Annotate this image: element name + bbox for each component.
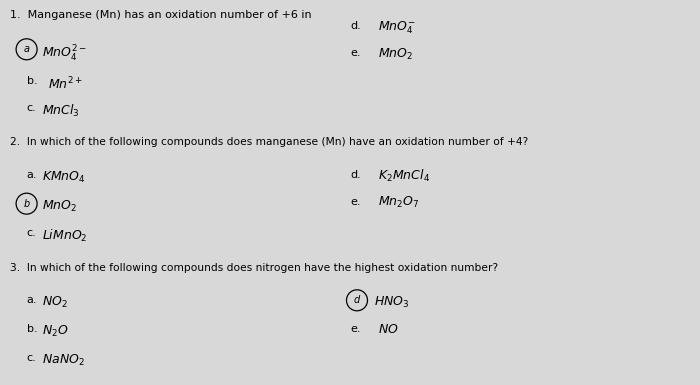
Text: 1.  Manganese (Mn) has an oxidation number of +6 in: 1. Manganese (Mn) has an oxidation numbe…	[10, 10, 312, 20]
Text: e.: e.	[350, 197, 360, 207]
Text: $\mathit{NaNO}_2$: $\mathit{NaNO}_2$	[42, 353, 85, 368]
Text: $\mathit{MnO}_2$: $\mathit{MnO}_2$	[42, 199, 77, 214]
Text: $\mathit{KMnO}_4$: $\mathit{KMnO}_4$	[42, 170, 85, 185]
Text: b.: b.	[27, 76, 37, 86]
Text: $\mathit{MnO}_4^{-}$: $\mathit{MnO}_4^{-}$	[378, 19, 416, 36]
Text: 3.  In which of the following compounds does nitrogen have the highest oxidation: 3. In which of the following compounds d…	[10, 263, 498, 273]
Text: $\mathit{Mn}_2\mathit{O}_7$: $\mathit{Mn}_2\mathit{O}_7$	[378, 195, 419, 210]
Text: e.: e.	[350, 48, 360, 58]
Text: $\mathit{MnO}_4^{2-}$: $\mathit{MnO}_4^{2-}$	[42, 44, 87, 64]
Text: $\mathit{NO}$: $\mathit{NO}$	[378, 323, 399, 336]
Text: $\mathit{LiMnO}_2$: $\mathit{LiMnO}_2$	[42, 228, 88, 244]
Text: c.: c.	[27, 353, 36, 363]
Text: c.: c.	[27, 228, 36, 238]
Text: b: b	[24, 199, 29, 209]
Text: b.: b.	[27, 324, 37, 334]
Text: $\mathit{K}_2\mathit{MnCl}_4$: $\mathit{K}_2\mathit{MnCl}_4$	[378, 168, 430, 184]
Text: e.: e.	[350, 324, 360, 334]
Text: d: d	[354, 295, 360, 305]
Text: a.: a.	[27, 295, 37, 305]
Text: a.: a.	[27, 170, 37, 180]
Text: $\mathit{N}_2\mathit{O}$: $\mathit{N}_2\mathit{O}$	[42, 324, 69, 339]
Text: 2.  In which of the following compounds does manganese (Mn) have an oxidation nu: 2. In which of the following compounds d…	[10, 137, 528, 147]
Text: d.: d.	[350, 170, 360, 180]
Text: $\mathit{MnO}_2$: $\mathit{MnO}_2$	[378, 47, 413, 62]
Text: $\mathit{HNO}_3$: $\mathit{HNO}_3$	[374, 295, 410, 310]
Text: d.: d.	[350, 21, 360, 31]
Text: c.: c.	[27, 103, 36, 113]
Text: $\mathit{NO}_2$: $\mathit{NO}_2$	[42, 295, 68, 310]
Text: $\mathit{MnCl}_3$: $\mathit{MnCl}_3$	[42, 103, 80, 119]
Text: $\mathit{Mn}^{2+}$: $\mathit{Mn}^{2+}$	[48, 76, 83, 92]
Text: a: a	[24, 44, 29, 54]
